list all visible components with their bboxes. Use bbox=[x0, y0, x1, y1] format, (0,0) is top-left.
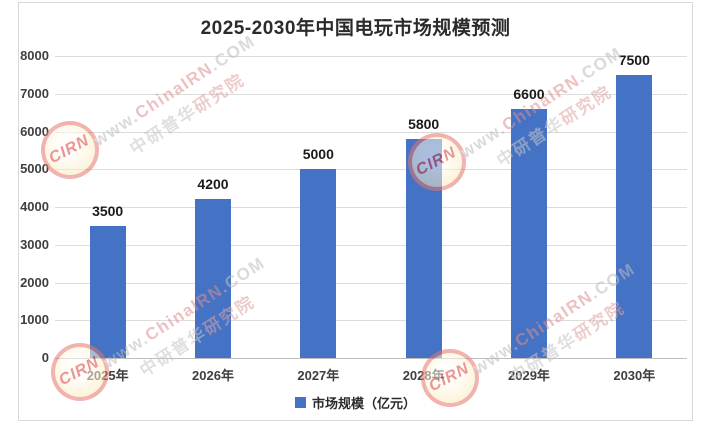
gridline bbox=[55, 207, 687, 208]
bar-value-label: 6600 bbox=[513, 85, 545, 102]
bar-value-label: 7500 bbox=[618, 51, 650, 68]
gridline bbox=[55, 56, 687, 57]
bar-slot: 7500 bbox=[582, 52, 687, 358]
legend-label: 市场规模（亿元） bbox=[311, 396, 416, 411]
bar-slot: 4200 bbox=[160, 56, 265, 358]
bar-2025年 bbox=[89, 225, 126, 358]
legend: 市场规模（亿元） bbox=[19, 393, 692, 412]
legend-swatch bbox=[294, 397, 306, 408]
gridline bbox=[55, 244, 687, 246]
bar-2028年 bbox=[405, 139, 442, 358]
x-axis-category-label: 2025年 bbox=[86, 368, 129, 383]
y-axis-tick-label: 5000 bbox=[20, 161, 49, 177]
bar-value-label: 5800 bbox=[408, 116, 440, 133]
bars-row: 3500 4200 5000 5800 6600 7500 bbox=[55, 52, 687, 358]
plot-area: 0 1000 2000 3000 4000 5000 6000 7000 8000 3500 420… bbox=[20, 48, 687, 365]
chart-frame: 2025-2030年中国电玩市场规模预测 0 1000 2000 3000 4000 50… bbox=[18, 2, 693, 421]
y-axis-tick-label: 3000 bbox=[20, 236, 49, 252]
y-axis-tick-label: 8000 bbox=[20, 48, 49, 63]
bar-slot: 5800 bbox=[371, 56, 476, 358]
bar-slot: 5000 bbox=[266, 56, 371, 358]
y-axis-tick-label: 1000 bbox=[20, 312, 49, 328]
gridline bbox=[55, 93, 687, 95]
bar-2029年 bbox=[510, 108, 547, 358]
y-axis-tick-label: 2000 bbox=[20, 274, 49, 290]
gridline bbox=[55, 282, 687, 284]
y-axis-tick-label: 4000 bbox=[20, 199, 49, 214]
x-axis-category-label: 2027年 bbox=[297, 368, 340, 383]
y-axis-tick-label: 6000 bbox=[20, 123, 49, 139]
x-axis-category-label: 2029年 bbox=[508, 368, 550, 383]
x-axis-category-label: 2028年 bbox=[402, 368, 445, 383]
gridline bbox=[55, 169, 687, 171]
bar-2030年 bbox=[616, 74, 653, 358]
x-axis-category-label: 2026年 bbox=[192, 368, 234, 383]
bar-value-label: 4200 bbox=[197, 176, 229, 193]
y-axis-tick-label: 7000 bbox=[20, 85, 49, 101]
bar-value-label: 3500 bbox=[92, 202, 124, 219]
x-axis-labels: 2025年 2026年 2027年 2028年 2029年 2030年 bbox=[55, 365, 687, 384]
chart-title: 2025-2030年中国电玩市场规模预测 bbox=[200, 18, 511, 39]
bar-2027年 bbox=[300, 169, 337, 358]
bar-slot: 3500 bbox=[55, 56, 160, 358]
bar-value-label: 5000 bbox=[302, 146, 334, 163]
x-axis-category-label: 2030年 bbox=[613, 368, 656, 383]
bar-2026年 bbox=[194, 199, 231, 358]
gridline bbox=[55, 131, 687, 133]
bar-slot: 6600 bbox=[476, 56, 581, 358]
gridline bbox=[55, 358, 687, 359]
y-axis-tick-label: 0 bbox=[41, 350, 49, 365]
gridline bbox=[55, 320, 687, 322]
